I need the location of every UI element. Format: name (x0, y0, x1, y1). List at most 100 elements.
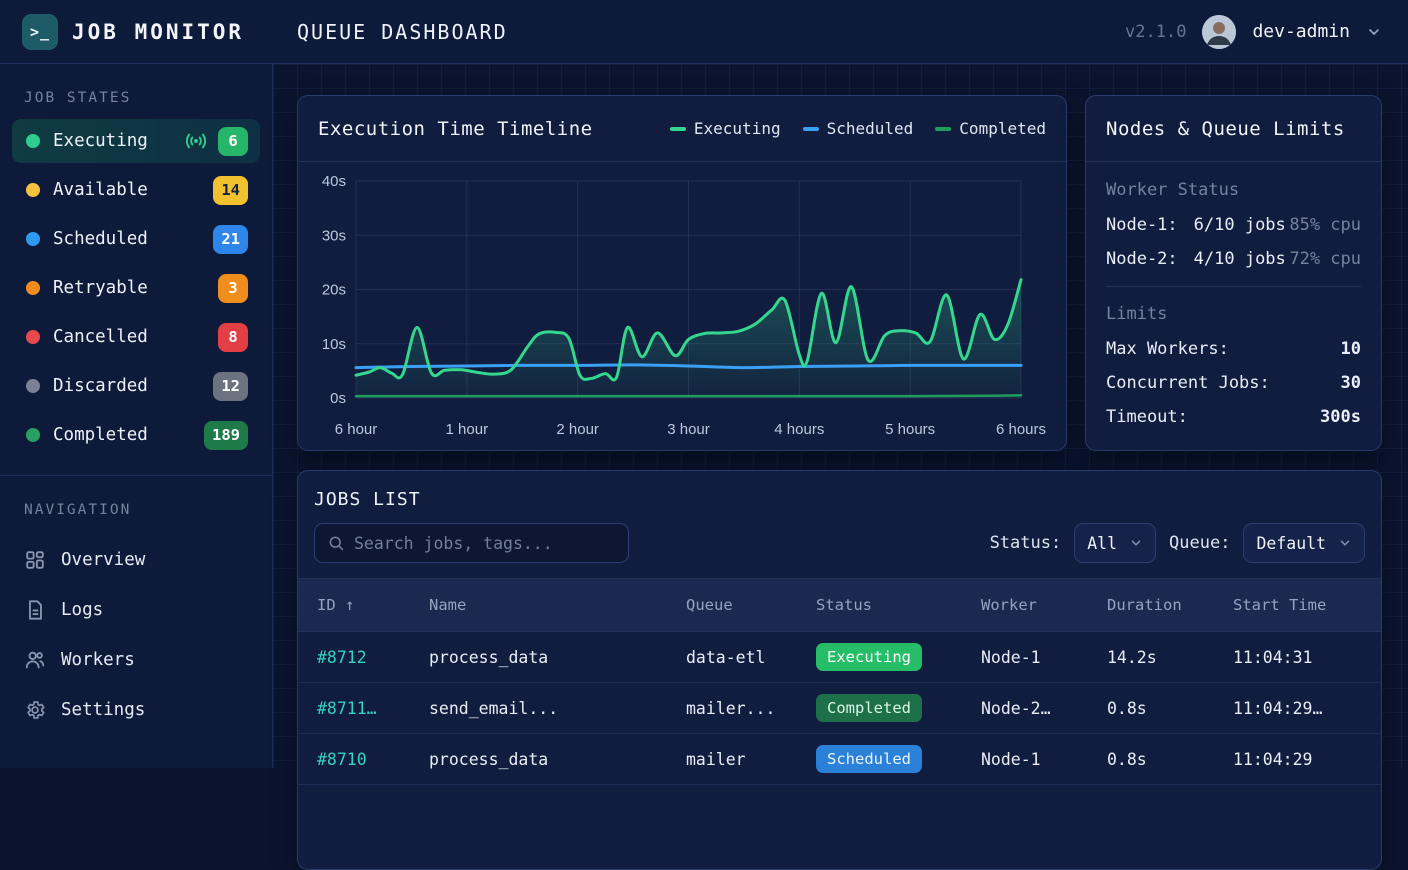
timeline-panel-header: Execution Time Timeline Executing Schedul… (298, 96, 1066, 162)
svg-text:30s: 30s (322, 227, 346, 244)
queue-filter-select[interactable]: Default (1243, 523, 1365, 563)
state-label: Executing (53, 131, 183, 151)
nav-item-label: Overview (61, 550, 145, 570)
timeline-panel: Execution Time Timeline Executing Schedul… (297, 95, 1067, 451)
svg-text:3 hour: 3 hour (667, 421, 710, 438)
node-jobs: 6/10 jobs (1194, 215, 1286, 235)
status-filter-label: Status: (990, 533, 1062, 553)
column-header-duration[interactable]: Duration (1107, 596, 1233, 614)
state-dot (26, 183, 40, 197)
status-badge: Completed (816, 694, 922, 722)
job-duration-cell: 0.8s (1107, 699, 1233, 718)
state-count-badge: 189 (204, 421, 248, 450)
chevron-down-icon[interactable] (1366, 24, 1382, 40)
nav-item-label: Settings (61, 700, 145, 720)
legend-item-completed[interactable]: Completed (935, 119, 1046, 138)
node-name: Node-2: (1106, 249, 1178, 269)
user-avatar[interactable] (1202, 15, 1236, 49)
limit-value: 300s (1320, 407, 1361, 427)
job-status-cell: Completed (816, 694, 981, 722)
nav-item-overview[interactable]: Overview (0, 535, 272, 585)
jobs-filters: Status: All Queue: Default (990, 523, 1365, 563)
status-filter-select[interactable]: All (1074, 523, 1156, 563)
state-dot (26, 281, 40, 295)
svg-text:4 hours: 4 hours (774, 421, 824, 438)
svg-text:20s: 20s (322, 282, 346, 299)
nav-item-workers[interactable]: Workers (0, 635, 272, 685)
jobs-controls: Status: All Queue: Default (298, 523, 1381, 563)
app-title: JOB MONITOR (72, 20, 244, 44)
job-start-cell: 11:04:29… (1233, 699, 1381, 718)
timeline-panel-title: Execution Time Timeline (318, 118, 593, 140)
legend-item-scheduled[interactable]: Scheduled (803, 119, 914, 138)
limit-value: 10 (1341, 339, 1361, 359)
job-id-link[interactable]: #8712 (317, 648, 429, 667)
dashboard-icon (24, 549, 46, 571)
nav-item-settings[interactable]: Settings (0, 685, 272, 735)
state-count-badge: 21 (213, 225, 248, 254)
column-header-id[interactable]: ID ↑ (317, 596, 429, 614)
column-header-worker[interactable]: Worker (981, 596, 1107, 614)
status-filter-value: All (1087, 534, 1117, 553)
legend-label: Scheduled (827, 119, 914, 138)
jobs-list-title: JOBS LIST (314, 489, 1365, 510)
state-dot (26, 428, 40, 442)
search-icon (327, 534, 345, 552)
limit-row: Timeout:300s (1106, 407, 1361, 427)
column-header-status[interactable]: Status (816, 596, 981, 614)
search-input[interactable] (354, 534, 616, 553)
state-count-badge: 14 (213, 176, 248, 205)
column-header-starttime[interactable]: Start Time (1233, 596, 1381, 614)
job-id-link[interactable]: #8710 (317, 750, 429, 769)
state-dot (26, 232, 40, 246)
job-queue-cell: mailer (686, 750, 816, 769)
legend-swatch (935, 127, 951, 131)
nodes-panel-header: Nodes & Queue Limits (1086, 96, 1381, 162)
job-id-link[interactable]: #8711… (317, 699, 429, 718)
user-menu-label[interactable]: dev-admin (1252, 21, 1350, 42)
nodes-divider (1106, 286, 1361, 287)
avatar-image (1202, 15, 1236, 49)
navigation-section-label: NAVIGATION (24, 502, 272, 518)
navigation-list: Overview Logs Workers Settings (0, 531, 272, 739)
queue-filter-label: Queue: (1169, 533, 1230, 553)
legend-item-executing[interactable]: Executing (670, 119, 781, 138)
column-header-queue[interactable]: Queue (686, 596, 816, 614)
job-queue-cell: mailer... (686, 699, 816, 718)
live-broadcast-icon (183, 131, 209, 151)
state-dot (26, 134, 40, 148)
state-count-badge: 3 (218, 274, 248, 303)
legend-swatch (670, 127, 686, 131)
node-cpu: 85% cpu (1289, 215, 1361, 235)
jobs-panel-header: JOBS LIST (298, 471, 1381, 510)
job-worker-cell: Node-1 (981, 750, 1107, 769)
svg-text:1 hour: 1 hour (446, 421, 489, 438)
job-worker-cell: Node-2… (981, 699, 1107, 718)
legend-label: Executing (694, 119, 781, 138)
nav-item-logs[interactable]: Logs (0, 585, 272, 635)
job-states-section-label: JOB STATES (24, 90, 272, 106)
nav-item-label: Workers (61, 650, 135, 670)
state-count-badge: 8 (218, 323, 248, 352)
search-box[interactable] (314, 523, 629, 563)
state-label: Completed (53, 425, 204, 445)
column-header-name[interactable]: Name (429, 596, 686, 614)
